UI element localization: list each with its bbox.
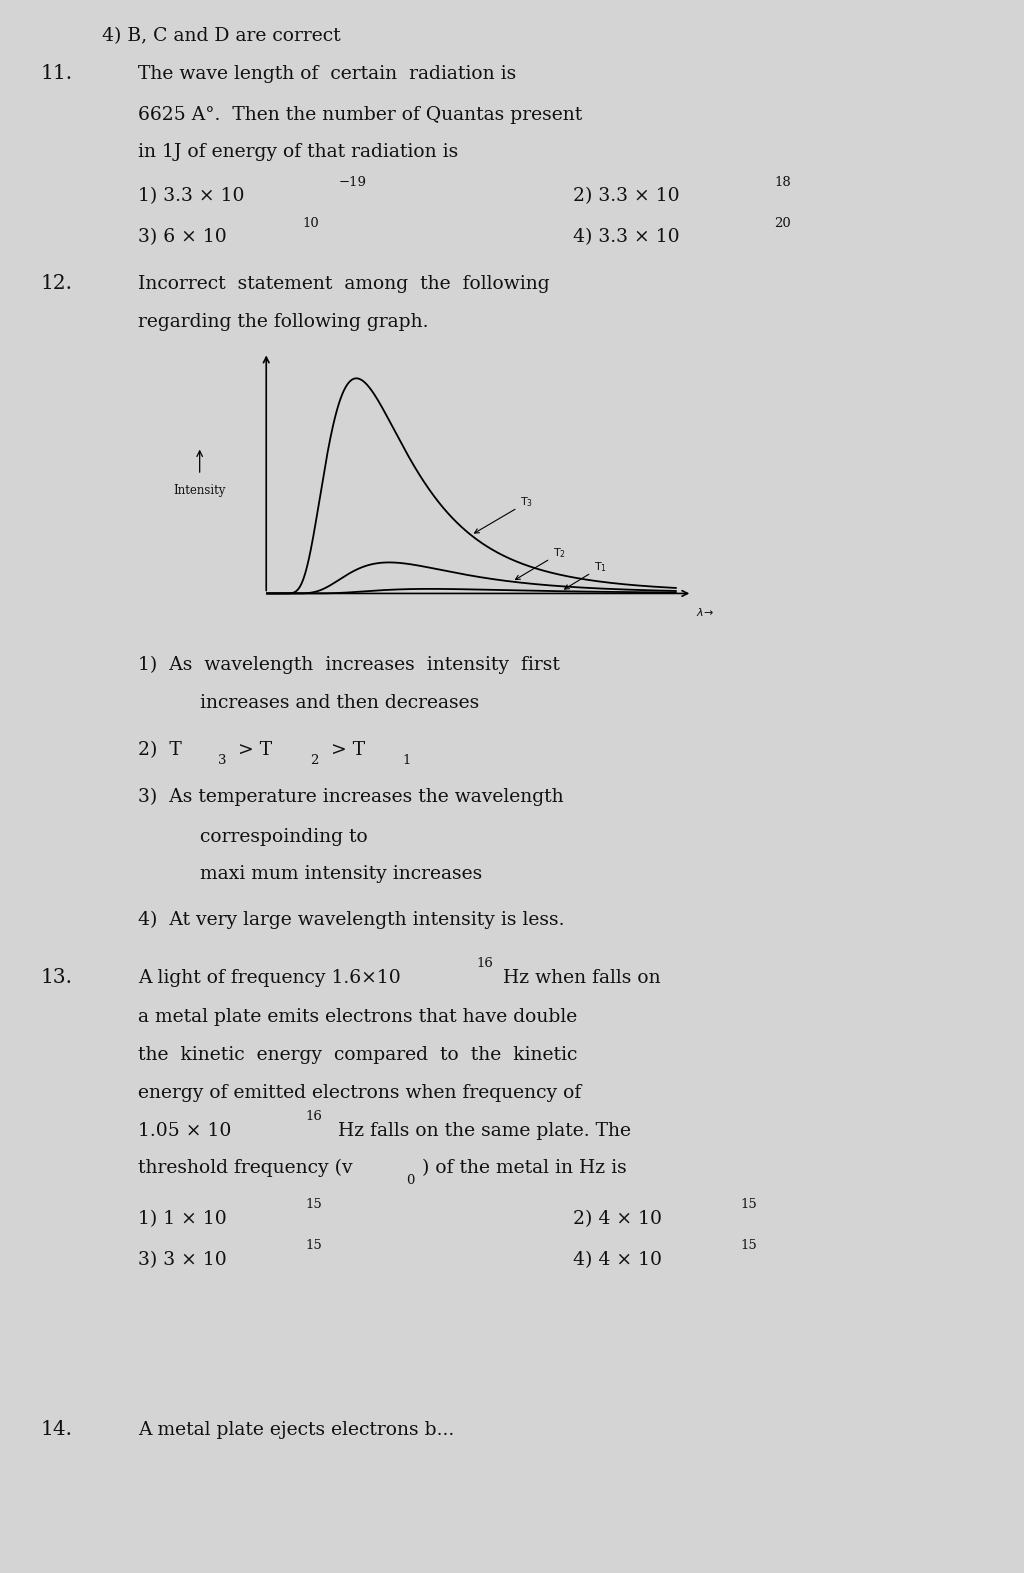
Text: A metal plate ejects electrons b...: A metal plate ejects electrons b... (138, 1420, 455, 1439)
Text: 10: 10 (302, 217, 318, 230)
Text: 1)  As  wavelength  increases  intensity  first: 1) As wavelength increases intensity fir… (138, 656, 560, 675)
Text: increases and then decreases: increases and then decreases (200, 694, 479, 713)
Text: the  kinetic  energy  compared  to  the  kinetic: the kinetic energy compared to the kinet… (138, 1046, 578, 1065)
Text: in 1J of energy of that radiation is: in 1J of energy of that radiation is (138, 143, 459, 162)
Text: 12.: 12. (41, 274, 73, 294)
Text: a metal plate emits electrons that have double: a metal plate emits electrons that have … (138, 1008, 578, 1027)
Text: 2) 3.3 × 10: 2) 3.3 × 10 (573, 187, 680, 206)
Text: 15: 15 (305, 1240, 322, 1252)
Text: 16: 16 (476, 958, 493, 971)
Text: 11.: 11. (41, 63, 73, 83)
Text: 3) 6 × 10: 3) 6 × 10 (138, 228, 227, 247)
Text: > T: > T (232, 741, 272, 760)
Text: 15: 15 (305, 1199, 322, 1211)
Text: 1) 1 × 10: 1) 1 × 10 (138, 1210, 227, 1229)
Text: 2: 2 (310, 755, 318, 768)
Text: 15: 15 (740, 1240, 757, 1252)
Text: 4)  At very large wavelength intensity is less.: 4) At very large wavelength intensity is… (138, 911, 565, 930)
Text: 2) 4 × 10: 2) 4 × 10 (573, 1210, 663, 1229)
Text: Hz when falls on: Hz when falls on (503, 969, 660, 988)
Text: > T: > T (325, 741, 365, 760)
Text: energy of emitted electrons when frequency of: energy of emitted electrons when frequen… (138, 1084, 582, 1103)
Text: 4) B, C and D are correct: 4) B, C and D are correct (102, 27, 341, 46)
Text: Incorrect  statement  among  the  following: Incorrect statement among the following (138, 275, 550, 294)
Text: regarding the following graph.: regarding the following graph. (138, 313, 429, 332)
Text: 4) 3.3 × 10: 4) 3.3 × 10 (573, 228, 680, 247)
Text: 13.: 13. (41, 967, 73, 988)
Text: 20: 20 (774, 217, 791, 230)
Text: maxi mum intensity increases: maxi mum intensity increases (200, 865, 482, 884)
Text: 15: 15 (740, 1199, 757, 1211)
Text: 4) 4 × 10: 4) 4 × 10 (573, 1251, 663, 1269)
Text: A light of frequency 1.6×10: A light of frequency 1.6×10 (138, 969, 401, 988)
Text: 3: 3 (218, 755, 226, 768)
Text: 1.05 × 10: 1.05 × 10 (138, 1122, 231, 1140)
Text: 1) 3.3 × 10: 1) 3.3 × 10 (138, 187, 245, 206)
Text: 18: 18 (774, 176, 791, 189)
Text: Hz falls on the same plate. The: Hz falls on the same plate. The (332, 1122, 631, 1140)
Text: Intensity: Intensity (173, 484, 226, 497)
Text: 1: 1 (402, 755, 411, 768)
Text: 2)  T: 2) T (138, 741, 182, 760)
Text: 0: 0 (407, 1175, 415, 1188)
Text: 14.: 14. (41, 1419, 73, 1439)
Text: ) of the metal in Hz is: ) of the metal in Hz is (422, 1159, 627, 1178)
Text: 3)  As temperature increases the wavelength: 3) As temperature increases the waveleng… (138, 788, 564, 807)
Text: 16: 16 (305, 1111, 322, 1123)
Text: The wave length of  certain  radiation is: The wave length of certain radiation is (138, 64, 516, 83)
Text: correspoinding to: correspoinding to (200, 827, 368, 846)
Text: 3) 3 × 10: 3) 3 × 10 (138, 1251, 227, 1269)
Text: −19: −19 (339, 176, 367, 189)
Text: threshold frequency (v: threshold frequency (v (138, 1159, 353, 1178)
Text: 6625 A°.  Then the number of Quantas present: 6625 A°. Then the number of Quantas pres… (138, 105, 583, 124)
